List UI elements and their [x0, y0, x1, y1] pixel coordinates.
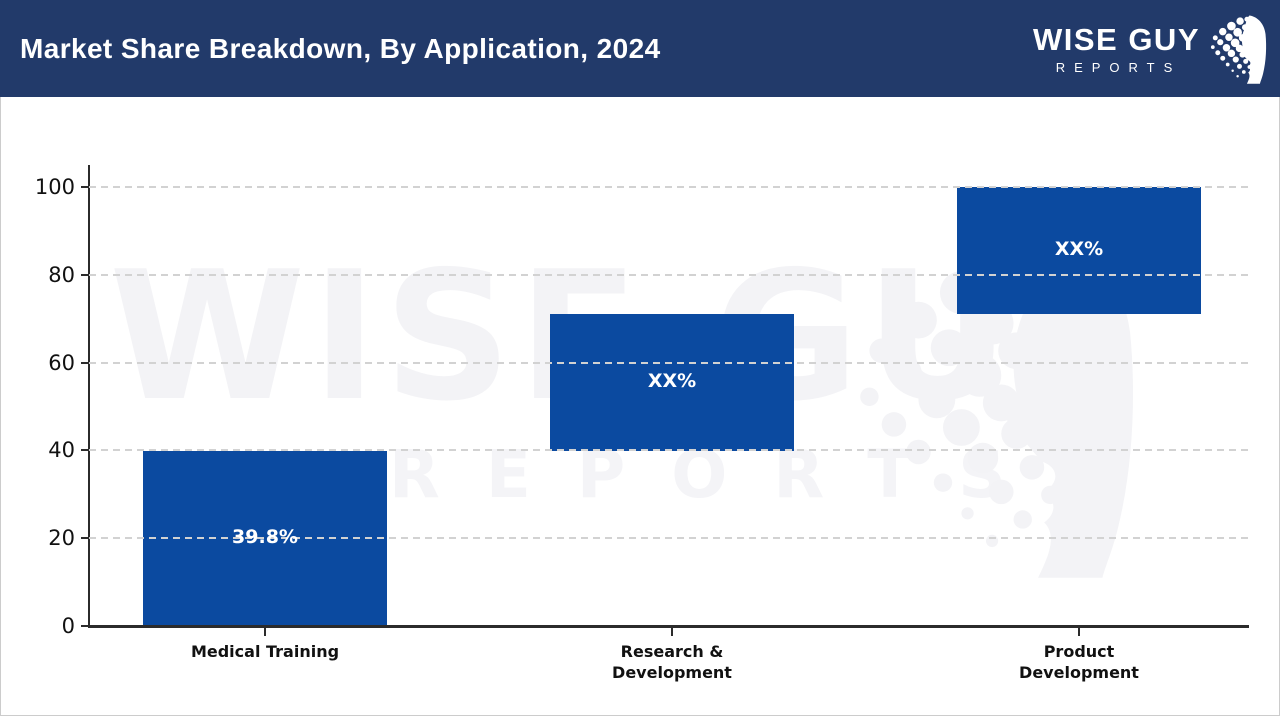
bar-product-development	[957, 187, 1201, 314]
brand-subname: REPORTS	[1055, 60, 1182, 75]
y-tick-80	[81, 274, 89, 276]
x-category-label: Research & Development	[612, 642, 732, 682]
x-axis-line	[88, 625, 1249, 628]
y-tick-label-0: 0	[61, 614, 75, 638]
y-tick-label-20: 20	[48, 526, 75, 550]
brand-name: WISE GUY	[1032, 22, 1200, 57]
watermark-reports-text: REPORTS	[389, 436, 1052, 513]
x-category-label: Product Development	[1019, 642, 1139, 682]
y-tick-label-60: 60	[48, 351, 75, 375]
gridline-40	[89, 449, 1249, 451]
y-tick-label-40: 40	[48, 438, 75, 462]
x-tick-3	[1078, 628, 1080, 636]
y-tick-20	[81, 537, 89, 539]
bar-value-label: XX%	[647, 369, 697, 392]
bar-value-label: 39.8%	[232, 525, 298, 548]
y-tick-100	[81, 186, 89, 188]
bar-research-development	[550, 314, 794, 451]
chart-card: WISE GUY REPORTS 0 20 40 60 80 100 39.8% XX% XX%…	[0, 97, 1280, 716]
x-category-label: Medical Training	[190, 642, 340, 661]
y-tick-60	[81, 362, 89, 364]
page-title: Market Share Breakdown, By Application, …	[20, 32, 661, 64]
gridline-80	[89, 274, 1249, 276]
bar-value-label: XX%	[1054, 237, 1104, 260]
gridline-20	[89, 537, 1249, 539]
y-axis-line	[88, 165, 90, 627]
y-tick-0	[81, 625, 89, 627]
gridline-100	[89, 186, 1249, 188]
x-tick-1	[264, 628, 266, 636]
y-tick-label-100: 100	[34, 175, 75, 199]
x-tick-2	[671, 628, 673, 636]
brand-logo: WISE GUY REPORTS	[1033, 6, 1268, 92]
header-bar: Market Share Breakdown, By Application, …	[0, 0, 1280, 97]
y-tick-40	[81, 449, 89, 451]
gridline-60	[89, 362, 1249, 364]
brand-logo-text: WISE GUY REPORTS	[1032, 22, 1200, 76]
y-tick-label-80: 80	[48, 263, 75, 287]
